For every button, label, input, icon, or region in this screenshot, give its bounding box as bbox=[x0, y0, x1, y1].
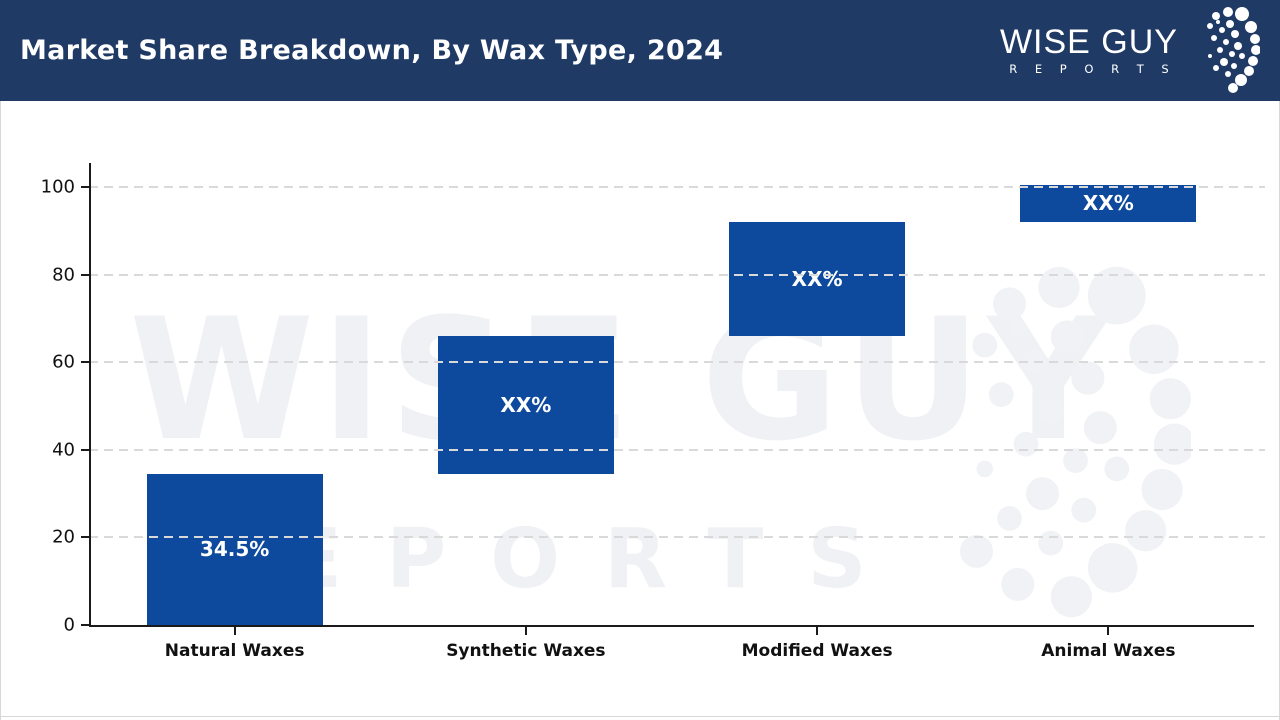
x-category-label: Synthetic Waxes bbox=[446, 641, 606, 661]
y-tick-label-0: 0 bbox=[63, 614, 75, 636]
brand-logo-text: WISE GUY R E P O R T S bbox=[1000, 25, 1178, 76]
x-tick-3 bbox=[1107, 627, 1110, 635]
header-bar: Market Share Breakdown, By Wax Type, 202… bbox=[0, 0, 1280, 101]
bar-modified-waxes bbox=[729, 222, 906, 336]
gridline-80 bbox=[89, 273, 1265, 276]
gridline-40 bbox=[89, 448, 1265, 451]
x-category-label: Modified Waxes bbox=[741, 641, 893, 661]
bar-value-label: XX% bbox=[500, 392, 552, 417]
x-category-label: Natural Waxes bbox=[164, 641, 305, 661]
watermark-dotted-head-icon bbox=[861, 215, 1196, 669]
brand-name: WISE GUY bbox=[999, 23, 1178, 62]
y-tick-label-40: 40 bbox=[52, 439, 75, 461]
gridline-60 bbox=[89, 361, 1265, 364]
brand-subtitle: R E P O R T S bbox=[1009, 62, 1176, 77]
dotted-head-icon bbox=[1180, 4, 1261, 98]
x-tick-0 bbox=[233, 627, 236, 635]
x-category-label: Animal Waxes bbox=[1041, 641, 1176, 661]
x-axis-line bbox=[89, 625, 1254, 627]
y-tick-label-100: 100 bbox=[40, 176, 75, 198]
gridline-100 bbox=[89, 186, 1265, 188]
bar-synthetic-waxes bbox=[437, 335, 614, 474]
y-axis-line bbox=[89, 163, 91, 627]
bar-value-label: XX% bbox=[1082, 191, 1134, 216]
x-tick-1 bbox=[524, 627, 527, 635]
y-tick-label-60: 60 bbox=[52, 351, 75, 373]
y-tick-100 bbox=[81, 186, 89, 188]
y-tick-40 bbox=[81, 448, 89, 451]
y-tick-20 bbox=[81, 536, 89, 539]
brand-logo: WISE GUY R E P O R T S bbox=[1000, 4, 1261, 98]
chart-canvas: WISE GUY REPORTS 34.5% XX% XX% XX% 0 20 40 60 80… bbox=[0, 101, 1280, 720]
y-tick-0 bbox=[81, 624, 89, 626]
gridline-20 bbox=[89, 536, 1265, 539]
y-tick-label-20: 20 bbox=[52, 526, 75, 548]
bar-value-label: XX% bbox=[791, 266, 843, 291]
bar-natural-waxes bbox=[146, 473, 323, 625]
bottom-border bbox=[0, 716, 1280, 717]
y-tick-label-80: 80 bbox=[52, 264, 75, 286]
y-tick-80 bbox=[81, 273, 89, 276]
bar-animal-waxes bbox=[1020, 184, 1197, 223]
page-title: Market Share Breakdown, By Wax Type, 202… bbox=[20, 35, 724, 66]
x-tick-2 bbox=[816, 627, 819, 635]
bar-value-label: 34.5% bbox=[199, 537, 270, 562]
y-tick-60 bbox=[81, 361, 89, 364]
